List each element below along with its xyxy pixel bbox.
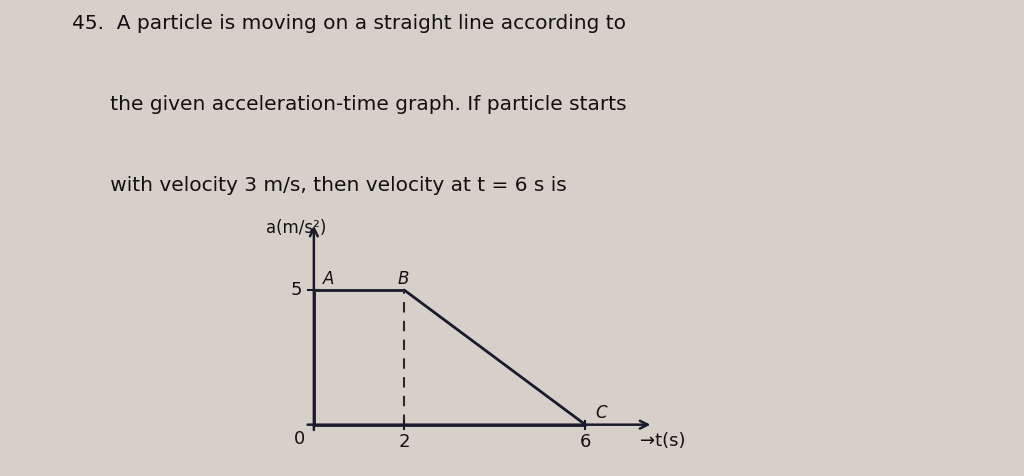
Text: 0: 0 [294, 430, 305, 448]
Text: B: B [397, 270, 410, 288]
Text: with velocity 3 m/s, then velocity at t = 6 s is: with velocity 3 m/s, then velocity at t … [72, 176, 566, 195]
Text: 45.  A particle is moving on a straight line according to: 45. A particle is moving on a straight l… [72, 14, 626, 33]
Text: 5: 5 [291, 281, 302, 299]
Text: a(m/s²): a(m/s²) [265, 219, 326, 237]
Text: →t(s): →t(s) [640, 432, 685, 450]
Text: A: A [323, 270, 334, 288]
Text: C: C [595, 404, 607, 422]
Text: 2: 2 [398, 433, 410, 451]
Text: 6: 6 [580, 433, 591, 451]
Text: the given acceleration-time graph. If particle starts: the given acceleration-time graph. If pa… [72, 95, 627, 114]
